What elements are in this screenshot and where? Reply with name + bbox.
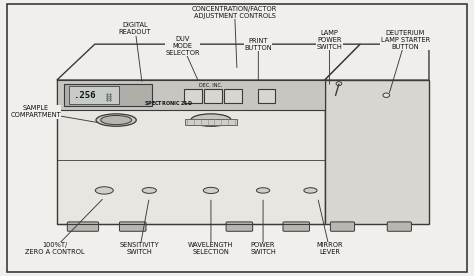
Text: DEUTERIUM
LAMP STARTER
BUTTON: DEUTERIUM LAMP STARTER BUTTON bbox=[381, 30, 430, 50]
Ellipse shape bbox=[383, 93, 390, 97]
FancyBboxPatch shape bbox=[185, 119, 237, 125]
Ellipse shape bbox=[304, 188, 317, 193]
Text: $\bf{SPECTRONIC}$ $\bf{21D}$: $\bf{SPECTRONIC}$ $\bf{21D}$ bbox=[144, 99, 192, 107]
Text: WAVELENGTH
SELECTION: WAVELENGTH SELECTION bbox=[188, 242, 234, 255]
Ellipse shape bbox=[100, 115, 131, 125]
Ellipse shape bbox=[96, 114, 137, 126]
Ellipse shape bbox=[256, 188, 270, 193]
Text: DUV
MODE
SELECTOR: DUV MODE SELECTOR bbox=[165, 36, 200, 55]
Text: MIRROR
LEVER: MIRROR LEVER bbox=[316, 242, 343, 255]
Text: SENSITIVITY
SWITCH: SENSITIVITY SWITCH bbox=[120, 242, 160, 255]
FancyBboxPatch shape bbox=[325, 80, 429, 224]
FancyBboxPatch shape bbox=[387, 222, 411, 231]
FancyBboxPatch shape bbox=[184, 89, 202, 103]
Ellipse shape bbox=[142, 188, 156, 193]
Text: LAMP
POWER
SWITCH: LAMP POWER SWITCH bbox=[317, 30, 342, 50]
FancyBboxPatch shape bbox=[64, 84, 152, 106]
Ellipse shape bbox=[336, 82, 342, 86]
FancyBboxPatch shape bbox=[283, 222, 310, 231]
Text: POWER
SWITCH: POWER SWITCH bbox=[250, 242, 276, 255]
Text: 100%T/
ZERO A CONTROL: 100%T/ ZERO A CONTROL bbox=[25, 242, 84, 255]
Text: SAMPLE
COMPARTMENT: SAMPLE COMPARTMENT bbox=[10, 105, 61, 118]
Ellipse shape bbox=[191, 114, 231, 126]
Text: .256: .256 bbox=[73, 91, 95, 100]
FancyBboxPatch shape bbox=[57, 80, 325, 224]
FancyBboxPatch shape bbox=[57, 80, 325, 110]
FancyBboxPatch shape bbox=[224, 89, 242, 103]
FancyBboxPatch shape bbox=[258, 89, 275, 103]
Text: DIGITAL
READOUT: DIGITAL READOUT bbox=[119, 22, 151, 36]
Ellipse shape bbox=[203, 187, 219, 193]
Text: DEC. INC.: DEC. INC. bbox=[199, 83, 223, 88]
Polygon shape bbox=[325, 44, 429, 80]
FancyBboxPatch shape bbox=[69, 86, 118, 104]
FancyBboxPatch shape bbox=[226, 222, 253, 231]
FancyBboxPatch shape bbox=[330, 222, 355, 231]
FancyBboxPatch shape bbox=[204, 89, 222, 103]
Ellipse shape bbox=[95, 187, 113, 194]
FancyBboxPatch shape bbox=[67, 222, 99, 231]
Text: PRINT
BUTTON: PRINT BUTTON bbox=[245, 38, 272, 51]
Text: CONCENTRATION/FACTOR
ADJUSTMENT CONTROLS: CONCENTRATION/FACTOR ADJUSTMENT CONTROLS bbox=[192, 6, 277, 19]
FancyBboxPatch shape bbox=[119, 222, 146, 231]
Polygon shape bbox=[57, 44, 360, 80]
